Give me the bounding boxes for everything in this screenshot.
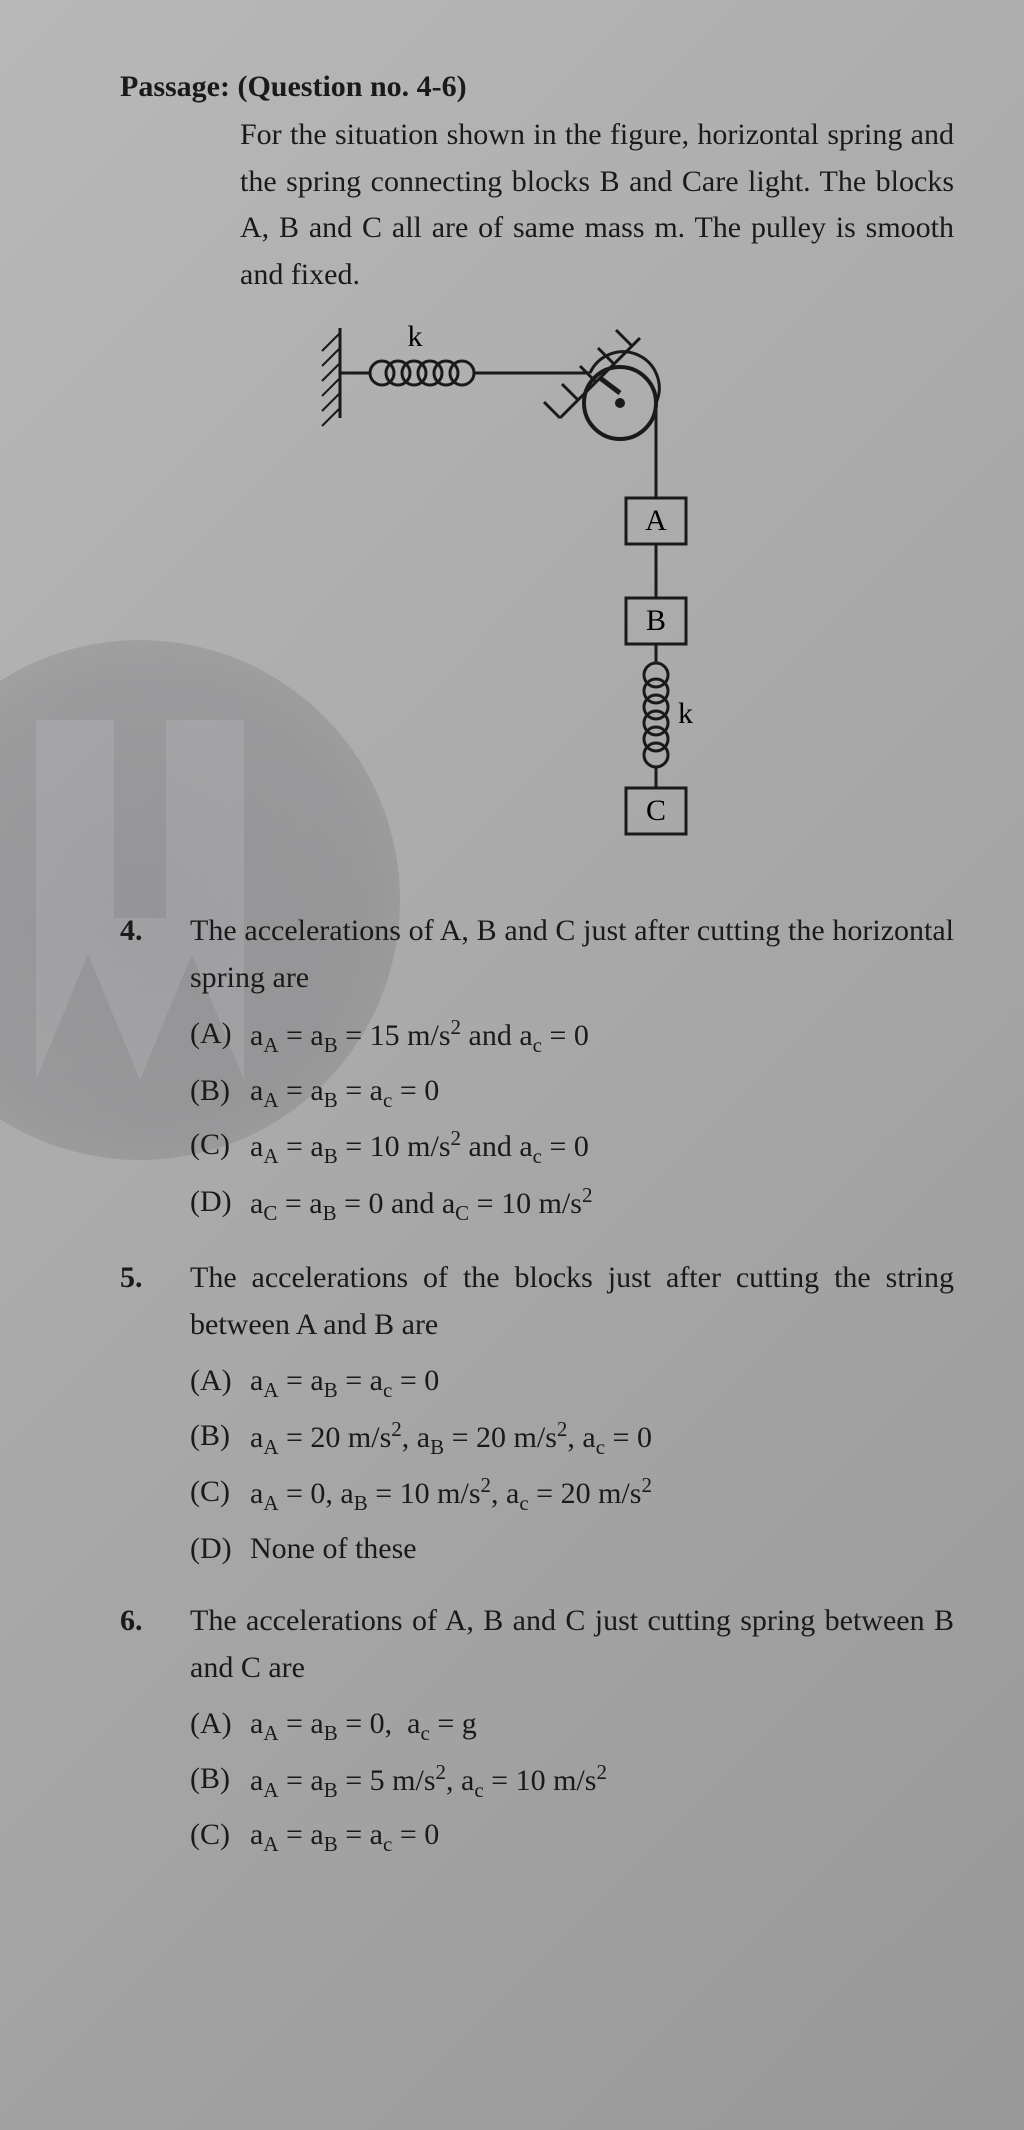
question-text: The accelerations of the blocks just aft… [190,1255,954,1348]
option-label: (A) [190,1701,250,1750]
question-text: The accelerations of A, B and C just cut… [190,1598,954,1691]
block-a-label: A [645,504,667,537]
option-text: aA = 20 m/s2, aB = 20 m/s2, ac = 0 [250,1413,954,1464]
question-body: The accelerations of the blocks just aft… [190,1255,954,1578]
option: (B) aA = aB = 5 m/s2, ac = 10 m/s2 [190,1756,954,1807]
option: (D) aC = aB = 0 and aC = 10 m/s2 [190,1179,954,1230]
question-text: The accelerations of A, B and C just aft… [190,908,954,1001]
question-number: 6. [120,1598,190,1867]
option-label: (B) [190,1413,250,1464]
question-6: 6. The accelerations of A, B and C just … [120,1598,954,1867]
passage-body: For the situation shown in the figure, h… [240,112,954,298]
page: Passage: (Question no. 4-6) For the situ… [40,30,1004,2110]
option-text: aA = aB = ac = 0 [250,1358,954,1407]
option-text: None of these [250,1526,954,1573]
option-text: aA = aB = 10 m/s2 and ac = 0 [250,1122,954,1173]
option-label: (D) [190,1526,250,1573]
option-label: (A) [190,1011,250,1062]
question-4: 4. The accelerations of A, B and C just … [120,908,954,1235]
question-body: The accelerations of A, B and C just aft… [190,908,954,1235]
option-text: aA = aB = 0, ac = g [250,1701,954,1750]
options-list: (A) aA = aB = 15 m/s2 and ac = 0 (B) aA … [190,1011,954,1229]
block-c-label: C [646,794,666,827]
option-text: aA = 0, aB = 10 m/s2, ac = 20 m/s2 [250,1469,954,1520]
options-list: (A) aA = aB = ac = 0 (B) aA = 20 m/s2, a… [190,1358,954,1572]
spring-k-top-label: k [408,320,423,353]
option-label: (C) [190,1469,250,1520]
question-5: 5. The accelerations of the blocks just … [120,1255,954,1578]
physics-diagram: k A [300,318,954,878]
option: (C) aA = aB = ac = 0 [190,1812,954,1861]
option-text: aA = aB = ac = 0 [250,1068,954,1117]
option-text: aA = aB = 5 m/s2, ac = 10 m/s2 [250,1756,954,1807]
option-label: (D) [190,1179,250,1230]
option-label: (C) [190,1812,250,1861]
option-label: (B) [190,1068,250,1117]
option: (A) aA = aB = ac = 0 [190,1358,954,1407]
option: (B) aA = aB = ac = 0 [190,1068,954,1117]
option-label: (C) [190,1122,250,1173]
option: (C) aA = aB = 10 m/s2 and ac = 0 [190,1122,954,1173]
question-body: The accelerations of A, B and C just cut… [190,1598,954,1867]
option: (C) aA = 0, aB = 10 m/s2, ac = 20 m/s2 [190,1469,954,1520]
option-text: aA = aB = 15 m/s2 and ac = 0 [250,1011,954,1062]
options-list: (A) aA = aB = 0, ac = g (B) aA = aB = 5 … [190,1701,954,1861]
spring-k-side-label: k [678,697,693,730]
option-label: (A) [190,1358,250,1407]
option: (A) aA = aB = 15 m/s2 and ac = 0 [190,1011,954,1062]
option-text: aA = aB = ac = 0 [250,1812,954,1861]
option-text: aC = aB = 0 and aC = 10 m/s2 [250,1179,954,1230]
option: (A) aA = aB = 0, ac = g [190,1701,954,1750]
passage-title: Passage: (Question no. 4-6) [120,70,954,104]
content: Passage: (Question no. 4-6) For the situ… [120,70,954,1867]
block-b-label: B [646,604,666,637]
option: (D) None of these [190,1526,954,1573]
option: (B) aA = 20 m/s2, aB = 20 m/s2, ac = 0 [190,1413,954,1464]
question-number: 5. [120,1255,190,1578]
option-label: (B) [190,1756,250,1807]
question-number: 4. [120,908,190,1235]
